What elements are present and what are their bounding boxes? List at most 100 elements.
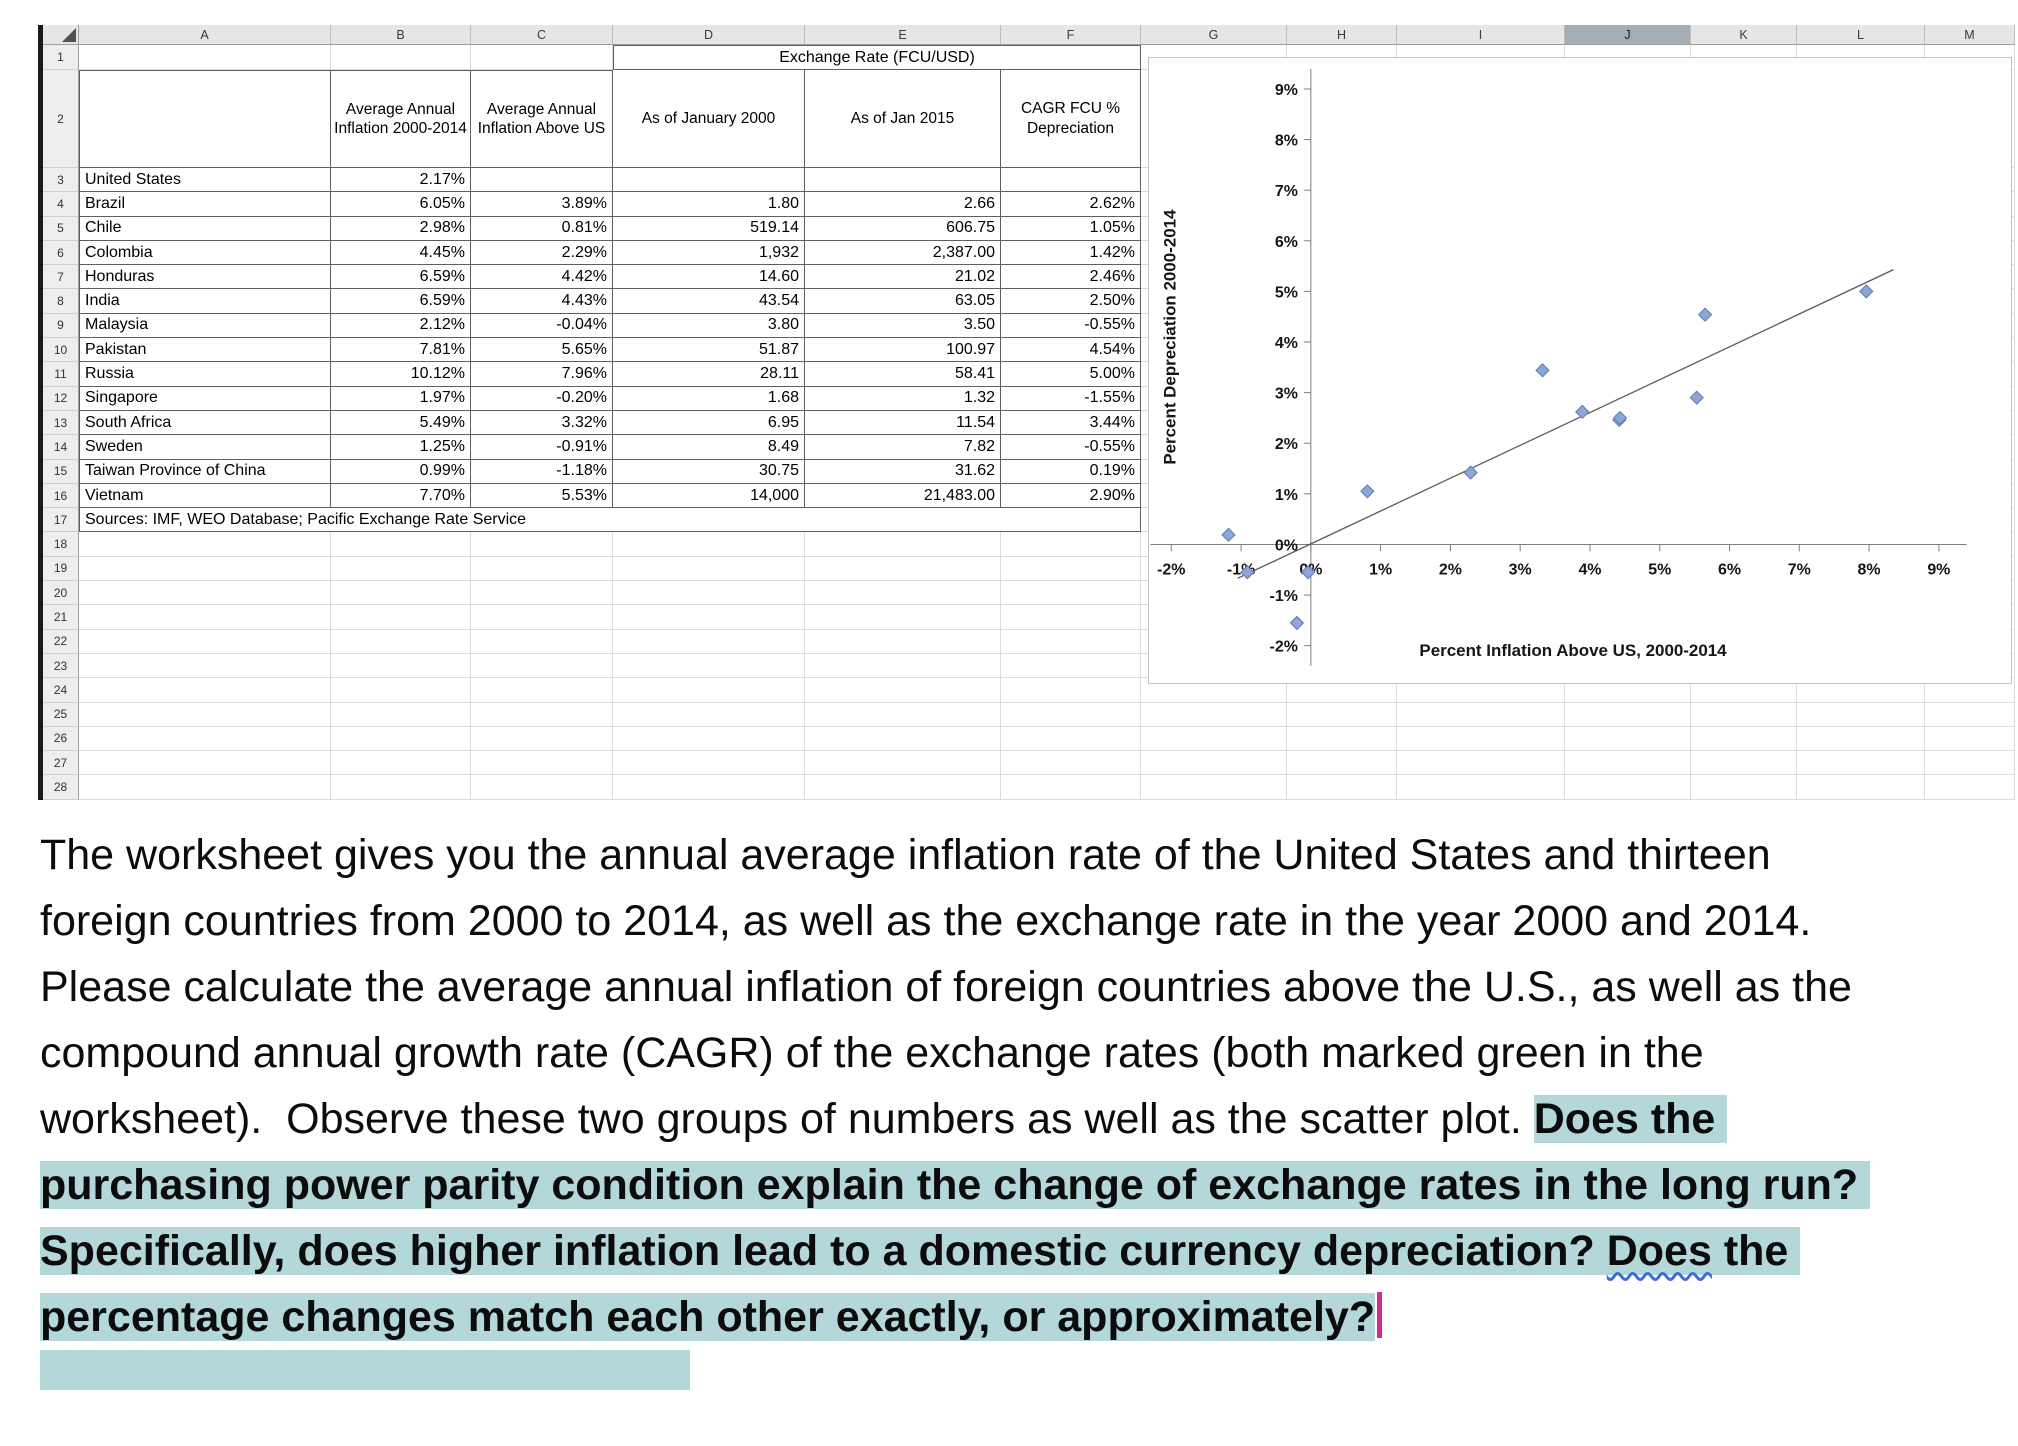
cell-D4[interactable]: 1.80 [613, 192, 805, 217]
cell-E5[interactable]: 606.75 [805, 216, 1001, 241]
cell-E13[interactable]: 11.54 [805, 410, 1001, 436]
cell-A22[interactable] [79, 629, 331, 654]
row-header-13[interactable]: 13 [43, 410, 79, 436]
cell-C20[interactable] [471, 581, 613, 606]
row-header-1[interactable]: 1 [43, 45, 79, 70]
cell-K26[interactable] [1691, 726, 1797, 752]
cell-H27[interactable] [1287, 751, 1397, 776]
data-point-pakistan[interactable] [1697, 307, 1713, 322]
cell-C2-header[interactable]: Average Annual Inflation Above US [471, 70, 613, 168]
column-header-J[interactable]: J [1565, 25, 1691, 45]
cell-C3[interactable] [471, 168, 613, 193]
column-header-B[interactable]: B [331, 25, 471, 45]
cell-E6[interactable]: 2,387.00 [805, 240, 1001, 266]
cell-E2-header[interactable]: As of Jan 2015 [805, 70, 1001, 168]
cell-A3-country[interactable]: United States [79, 168, 331, 193]
cell-E8[interactable]: 63.05 [805, 289, 1001, 314]
cell-D14[interactable]: 8.49 [613, 435, 805, 460]
cell-A2[interactable] [79, 70, 331, 168]
cell-B10[interactable]: 7.81% [331, 338, 471, 363]
cell-A26[interactable] [79, 726, 331, 752]
cell-I27[interactable] [1397, 751, 1565, 776]
data-point-brazil[interactable] [1575, 404, 1590, 420]
row-header-14[interactable]: 14 [43, 435, 79, 460]
cell-A15-country[interactable]: Taiwan Province of China [79, 459, 331, 484]
cell-B8[interactable]: 6.59% [331, 289, 471, 314]
cell-F18[interactable] [1001, 532, 1141, 557]
cell-D16[interactable]: 14,000 [613, 483, 805, 509]
cell-D18[interactable] [613, 532, 805, 557]
cell-A9-country[interactable]: Malaysia [79, 313, 331, 339]
cell-F12[interactable]: -1.55% [1001, 386, 1141, 411]
cell-E21[interactable] [805, 605, 1001, 630]
cell-H25[interactable] [1287, 702, 1397, 727]
cell-M25[interactable] [1925, 702, 2015, 727]
cell-B27[interactable] [331, 751, 471, 776]
cell-A18[interactable] [79, 532, 331, 557]
data-point-india[interactable] [1612, 410, 1628, 426]
column-header-F[interactable]: F [1001, 25, 1141, 45]
cell-L28[interactable] [1797, 775, 1925, 800]
cell-F27[interactable] [1001, 751, 1141, 776]
row-header-15[interactable]: 15 [43, 459, 79, 484]
column-header-G[interactable]: G [1141, 25, 1287, 45]
row-header-16[interactable]: 16 [43, 483, 79, 509]
cell-B12[interactable]: 1.97% [331, 386, 471, 411]
cell-C21[interactable] [471, 605, 613, 630]
cell-A8-country[interactable]: India [79, 289, 331, 314]
row-header-3[interactable]: 3 [43, 168, 79, 193]
cell-D21[interactable] [613, 605, 805, 630]
column-header-H[interactable]: H [1287, 25, 1397, 45]
cell-M27[interactable] [1925, 751, 2015, 776]
cell-F8[interactable]: 2.50% [1001, 289, 1141, 314]
cell-L25[interactable] [1797, 702, 1925, 727]
row-header-6[interactable]: 6 [43, 240, 79, 266]
data-point-vietnam[interactable] [1689, 390, 1704, 405]
row-header-26[interactable]: 26 [43, 726, 79, 752]
cell-A21[interactable] [79, 605, 331, 630]
cell-C14[interactable]: -0.91% [471, 435, 613, 460]
cell-A14-country[interactable]: Sweden [79, 435, 331, 460]
cell-F22[interactable] [1001, 629, 1141, 654]
row-header-18[interactable]: 18 [43, 532, 79, 557]
row-header-24[interactable]: 24 [43, 678, 79, 703]
cell-G26[interactable] [1141, 726, 1287, 752]
row-header-25[interactable]: 25 [43, 702, 79, 727]
cell-E24[interactable] [805, 678, 1001, 703]
cell-D7[interactable]: 14.60 [613, 265, 805, 290]
cell-F16[interactable]: 2.90% [1001, 483, 1141, 509]
row-header-22[interactable]: 22 [43, 629, 79, 654]
cell-B16[interactable]: 7.70% [331, 483, 471, 509]
cell-A19[interactable] [79, 556, 331, 582]
cell-B25[interactable] [331, 702, 471, 727]
cell-A16-country[interactable]: Vietnam [79, 483, 331, 509]
cell-B9[interactable]: 2.12% [331, 313, 471, 339]
data-point-malaysia[interactable] [1300, 565, 1316, 580]
cell-L26[interactable] [1797, 726, 1925, 752]
cell-A10-country[interactable]: Pakistan [79, 338, 331, 363]
cell-D25[interactable] [613, 702, 805, 727]
cell-A28[interactable] [79, 775, 331, 800]
cell-B21[interactable] [331, 605, 471, 630]
row-header-4[interactable]: 4 [43, 192, 79, 217]
row-header-9[interactable]: 9 [43, 313, 79, 339]
column-header-L[interactable]: L [1797, 25, 1925, 45]
row-header-2[interactable]: 2 [43, 70, 79, 168]
cell-C28[interactable] [471, 775, 613, 800]
cell-D8[interactable]: 43.54 [613, 289, 805, 314]
cell-G28[interactable] [1141, 775, 1287, 800]
cell-B1[interactable] [331, 45, 471, 70]
cell-F11[interactable]: 5.00% [1001, 362, 1141, 387]
cell-F26[interactable] [1001, 726, 1141, 752]
question-paragraph[interactable]: The worksheet gives you the annual avera… [40, 822, 1880, 1350]
cell-B5[interactable]: 2.98% [331, 216, 471, 241]
cell-B6[interactable]: 4.45% [331, 240, 471, 266]
cell-F23[interactable] [1001, 653, 1141, 679]
cell-C12[interactable]: -0.20% [471, 386, 613, 411]
cell-E9[interactable]: 3.50 [805, 313, 1001, 339]
cell-C6[interactable]: 2.29% [471, 240, 613, 266]
cell-C22[interactable] [471, 629, 613, 654]
data-point-south-africa[interactable] [1535, 363, 1550, 378]
cell-B4[interactable]: 6.05% [331, 192, 471, 217]
cell-D15[interactable]: 30.75 [613, 459, 805, 484]
